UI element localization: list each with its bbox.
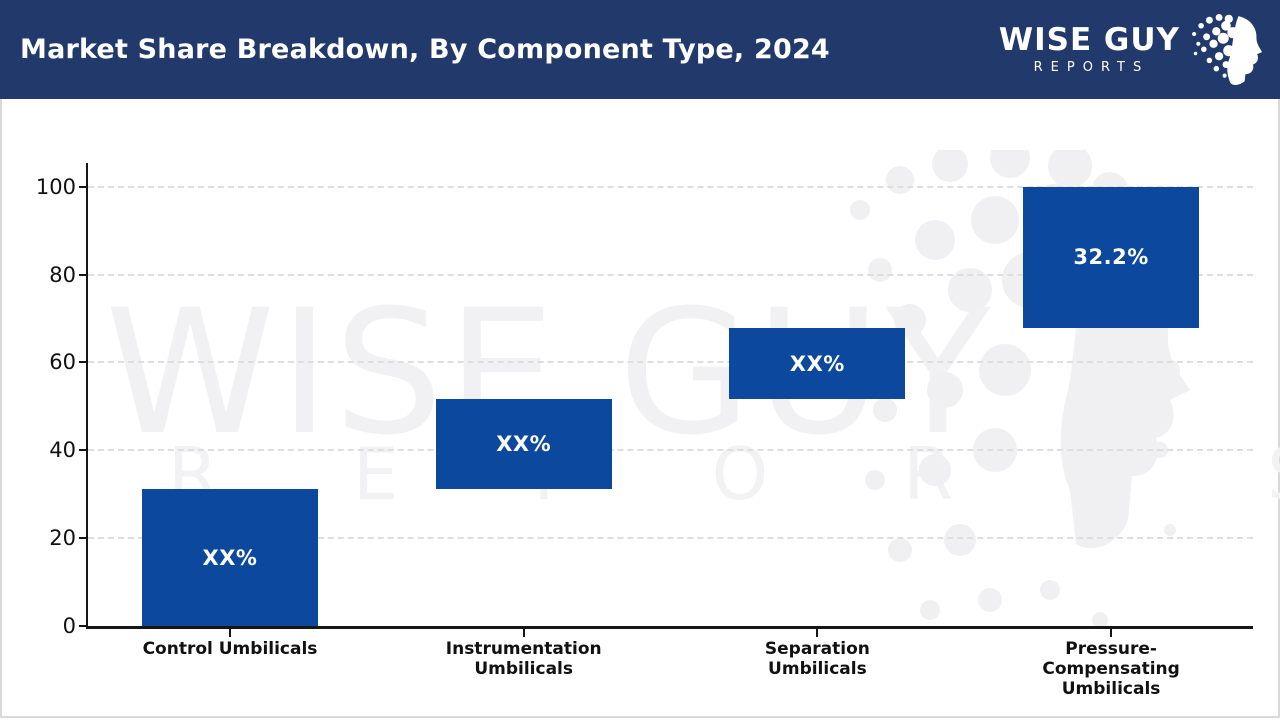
y-tick-label: 40 <box>49 438 76 463</box>
category-label: Pressure- Compensating Umbilicals <box>966 639 1256 699</box>
x-tick <box>816 629 819 637</box>
bar-value-label: XX% <box>789 351 845 376</box>
bar-value-label: XX% <box>202 545 258 570</box>
category-label-line: Umbilicals <box>768 659 867 679</box>
brand-logo-text: WISE GUY REPORTS <box>998 21 1180 75</box>
category-label-line: Umbilicals <box>474 659 574 679</box>
category-label-line: Control Umbilicals <box>142 639 318 659</box>
bar: XX% <box>435 399 612 490</box>
y-tick <box>79 449 88 452</box>
y-tick <box>79 625 88 627</box>
y-tick <box>79 273 88 276</box>
category-label-line: Umbilicals <box>1061 679 1161 699</box>
y-tick-label: 0 <box>62 614 76 638</box>
logo-reports-text: REPORTS <box>1033 59 1150 75</box>
x-tick <box>522 629 525 637</box>
header: Market Share Breakdown, By Component Typ… <box>0 0 1280 99</box>
category-label: Instrumentation Umbilicals <box>379 639 669 679</box>
y-tick-label: 60 <box>49 350 76 375</box>
category-label: Control Umbilicals <box>85 639 375 659</box>
y-tick-label: 80 <box>49 262 76 287</box>
bar-value-label: 32.2% <box>1073 245 1149 270</box>
category-label-line: Separation <box>764 639 870 659</box>
y-tick <box>79 185 88 188</box>
y-tick <box>79 361 88 364</box>
y-tick-label: 100 <box>35 174 76 199</box>
logo-face-icon <box>1192 13 1262 85</box>
bar: XX% <box>729 328 906 400</box>
page-title: Market Share Breakdown, By Component Typ… <box>20 34 830 65</box>
bar: XX% <box>142 489 318 626</box>
gridline <box>88 273 1253 276</box>
x-tick <box>1110 629 1113 637</box>
category-label-line: Instrumentation <box>445 639 602 659</box>
x-axis-line <box>86 626 1253 629</box>
logo-wiseguy-text: WISE GUY <box>998 21 1180 58</box>
brand-logo: WISE GUY REPORTS <box>999 9 1262 91</box>
category-label-line: Compensating <box>1042 659 1180 679</box>
gridline <box>88 537 1253 540</box>
category-label-line: Pressure- <box>1065 639 1157 659</box>
bar-value-label: XX% <box>496 432 552 457</box>
x-tick <box>229 629 231 637</box>
gridline <box>88 185 1253 188</box>
gridline <box>88 361 1253 364</box>
bar: 32.2% <box>1023 186 1200 329</box>
y-axis-line <box>86 163 88 628</box>
category-label: Separation Umbilicals <box>672 639 962 679</box>
y-tick-label: 20 <box>49 526 76 551</box>
gridline <box>88 449 1253 452</box>
y-tick <box>79 537 88 540</box>
